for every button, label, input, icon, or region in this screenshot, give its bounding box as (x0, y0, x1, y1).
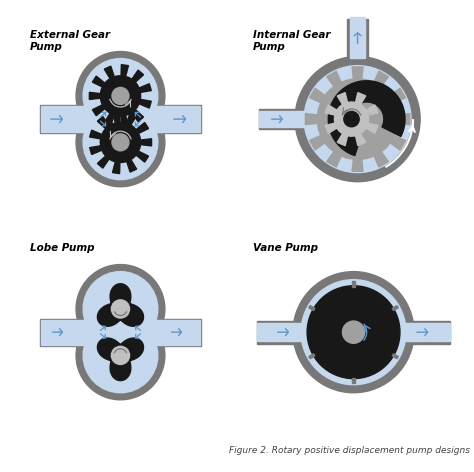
Bar (259, 109, 309, 129)
Bar (256, 323, 307, 341)
Circle shape (342, 321, 365, 343)
Polygon shape (309, 354, 315, 359)
Bar (350, 17, 365, 58)
Circle shape (112, 134, 129, 151)
Circle shape (307, 286, 400, 379)
Circle shape (83, 59, 158, 133)
Bar (256, 320, 307, 344)
Circle shape (76, 311, 165, 400)
Polygon shape (352, 378, 355, 383)
Circle shape (293, 271, 414, 393)
Text: Internal Gear
Pump: Internal Gear Pump (253, 30, 330, 52)
Polygon shape (98, 338, 144, 380)
Circle shape (295, 57, 420, 182)
Circle shape (76, 98, 165, 187)
Polygon shape (352, 281, 355, 287)
Circle shape (83, 271, 158, 346)
Text: Vane Pump: Vane Pump (253, 244, 318, 253)
Polygon shape (90, 65, 151, 127)
Circle shape (304, 66, 411, 173)
Polygon shape (309, 305, 315, 311)
Circle shape (76, 265, 165, 354)
Bar (400, 323, 450, 341)
Circle shape (112, 87, 129, 104)
Bar (40, 319, 201, 346)
Polygon shape (98, 284, 144, 326)
Circle shape (301, 280, 406, 385)
Bar (41, 107, 200, 132)
Bar (41, 320, 200, 345)
Circle shape (111, 346, 129, 364)
Circle shape (83, 105, 158, 180)
Polygon shape (392, 354, 398, 359)
Polygon shape (90, 111, 152, 174)
Polygon shape (392, 305, 398, 311)
Bar (400, 320, 450, 344)
Polygon shape (305, 67, 410, 171)
Bar (40, 105, 201, 133)
Polygon shape (328, 81, 405, 156)
Circle shape (76, 51, 165, 140)
Text: Figure 2. Rotary positive displacement pump designs: Figure 2. Rotary positive displacement p… (228, 446, 470, 455)
Polygon shape (325, 93, 378, 145)
Bar (347, 19, 368, 59)
Text: Lobe Pump: Lobe Pump (30, 244, 94, 253)
Circle shape (344, 111, 359, 127)
Bar (259, 111, 309, 127)
Text: External Gear
Pump: External Gear Pump (30, 30, 110, 52)
Circle shape (111, 300, 129, 318)
Circle shape (83, 318, 158, 393)
